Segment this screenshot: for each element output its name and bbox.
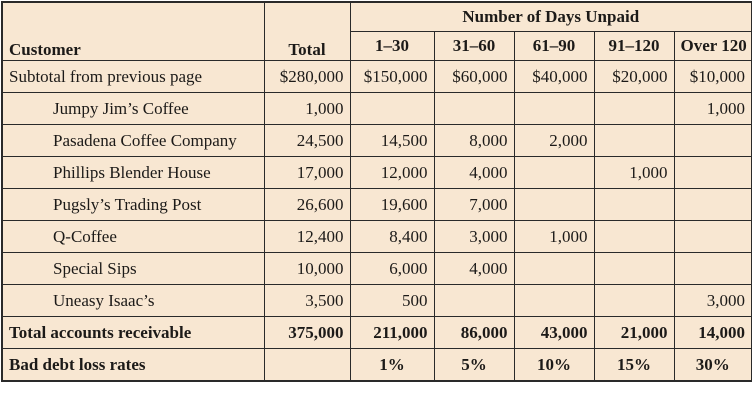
customer-cell: Pugsly’s Trading Post: [1, 188, 265, 221]
rate-91-120-cell: 15%: [593, 348, 675, 382]
column-header-over-120: Over 120: [673, 31, 752, 61]
days-61-90-cell: [513, 156, 595, 189]
total-cell: 3,500: [263, 284, 351, 317]
total-label-cell: Total accounts receivable: [1, 316, 265, 349]
days-31-60-cell: 86,000: [433, 316, 515, 349]
total-cell: 375,000: [263, 316, 351, 349]
days-31-60-cell: 3,000: [433, 220, 515, 253]
total-cell: 1,000: [263, 92, 351, 125]
days-over-120-cell: 1,000: [673, 92, 752, 125]
days-91-120-cell: 21,000: [593, 316, 675, 349]
days-over-120-cell: 3,000: [673, 284, 752, 317]
total-cell: 26,600: [263, 188, 351, 221]
days-61-90-cell: [513, 92, 595, 125]
days-1-30-cell: 12,000: [349, 156, 435, 189]
customer-cell: Uneasy Isaac’s: [1, 284, 265, 317]
column-header-total: Total: [263, 1, 351, 61]
total-cell: 12,400: [263, 220, 351, 253]
days-1-30-cell: 500: [349, 284, 435, 317]
table-row: Jumpy Jim’s Coffee 1,000 1,000: [1, 92, 752, 125]
column-header-31-60: 31–60: [433, 31, 515, 61]
days-1-30-cell: 8,400: [349, 220, 435, 253]
table-row-total: Total accounts receivable 375,000 211,00…: [1, 316, 752, 349]
days-61-90-cell: [513, 188, 595, 221]
days-31-60-cell: 8,000: [433, 124, 515, 157]
days-over-120-cell: [673, 188, 752, 221]
aging-table: Customer Total Number of Days Unpaid 1–3…: [1, 1, 752, 382]
customer-cell: Phillips Blender House: [1, 156, 265, 189]
days-61-90-cell: 1,000: [513, 220, 595, 253]
customer-cell: Pasadena Coffee Company: [1, 124, 265, 157]
days-1-30-cell: [349, 92, 435, 125]
column-header-1-30: 1–30: [349, 31, 435, 61]
column-header-customer: Customer: [1, 1, 265, 61]
rate-over-120-cell: 30%: [673, 348, 752, 382]
days-over-120-cell: 14,000: [673, 316, 752, 349]
page: Customer Total Number of Days Unpaid 1–3…: [1, 1, 752, 382]
days-1-30-cell: 6,000: [349, 252, 435, 285]
days-over-120-cell: [673, 124, 752, 157]
days-61-90-cell: $40,000: [513, 60, 595, 93]
days-over-120-cell: [673, 220, 752, 253]
days-31-60-cell: [433, 92, 515, 125]
days-31-60-cell: $60,000: [433, 60, 515, 93]
days-91-120-cell: [593, 252, 675, 285]
header-row-columns: 1–30 31–60 61–90 91–120 Over 120: [2, 31, 752, 61]
days-over-120-cell: [673, 252, 752, 285]
table-header: Customer Total Number of Days Unpaid 1–3…: [1, 1, 752, 61]
rate-1-30-cell: 1%: [349, 348, 435, 382]
column-header-61-90: 61–90: [513, 31, 595, 61]
table-row-bad-debt-rates: Bad debt loss rates 1% 5% 10% 15% 30%: [1, 348, 752, 382]
days-61-90-cell: 2,000: [513, 124, 595, 157]
days-31-60-cell: 7,000: [433, 188, 515, 221]
days-unpaid-header: Number of Days Unpaid: [349, 1, 752, 32]
bad-debt-label-cell: Bad debt loss rates: [1, 348, 265, 382]
days-1-30-cell: $150,000: [349, 60, 435, 93]
days-91-120-cell: [593, 124, 675, 157]
days-91-120-cell: [593, 284, 675, 317]
rate-61-90-cell: 10%: [513, 348, 595, 382]
days-31-60-cell: [433, 284, 515, 317]
customer-cell: Special Sips: [1, 252, 265, 285]
table-row: Q-Coffee 12,400 8,400 3,000 1,000: [1, 220, 752, 253]
days-61-90-cell: 43,000: [513, 316, 595, 349]
table-row: Pasadena Coffee Company 24,500 14,500 8,…: [1, 124, 752, 157]
days-31-60-cell: 4,000: [433, 156, 515, 189]
days-91-120-cell: 1,000: [593, 156, 675, 189]
table-row: Uneasy Isaac’s 3,500 500 3,000: [1, 284, 752, 317]
customer-cell: Jumpy Jim’s Coffee: [1, 92, 265, 125]
days-1-30-cell: 19,600: [349, 188, 435, 221]
days-61-90-cell: [513, 252, 595, 285]
total-rate-cell: [263, 348, 351, 382]
total-cell: 24,500: [263, 124, 351, 157]
customer-cell: Q-Coffee: [1, 220, 265, 253]
header-row-days: Customer Total Number of Days Unpaid: [1, 1, 752, 61]
days-91-120-cell: [593, 220, 675, 253]
table-row-subtotal: Subtotal from previous page $280,000 $15…: [1, 60, 752, 93]
days-91-120-cell: $20,000: [593, 60, 675, 93]
table-row: Pugsly’s Trading Post 26,600 19,600 7,00…: [1, 188, 752, 221]
total-cell: 17,000: [263, 156, 351, 189]
days-1-30-cell: 211,000: [349, 316, 435, 349]
days-91-120-cell: [593, 188, 675, 221]
total-cell: $280,000: [263, 60, 351, 93]
column-header-91-120: 91–120: [593, 31, 675, 61]
total-cell: 10,000: [263, 252, 351, 285]
days-31-60-cell: 4,000: [433, 252, 515, 285]
days-over-120-cell: $10,000: [673, 60, 752, 93]
days-1-30-cell: 14,500: [349, 124, 435, 157]
rate-31-60-cell: 5%: [433, 348, 515, 382]
days-91-120-cell: [593, 92, 675, 125]
table-row: Phillips Blender House 17,000 12,000 4,0…: [1, 156, 752, 189]
days-61-90-cell: [513, 284, 595, 317]
days-over-120-cell: [673, 156, 752, 189]
table-row: Special Sips 10,000 6,000 4,000: [1, 252, 752, 285]
table-body: Subtotal from previous page $280,000 $15…: [1, 60, 752, 382]
customer-cell: Subtotal from previous page: [1, 60, 265, 93]
